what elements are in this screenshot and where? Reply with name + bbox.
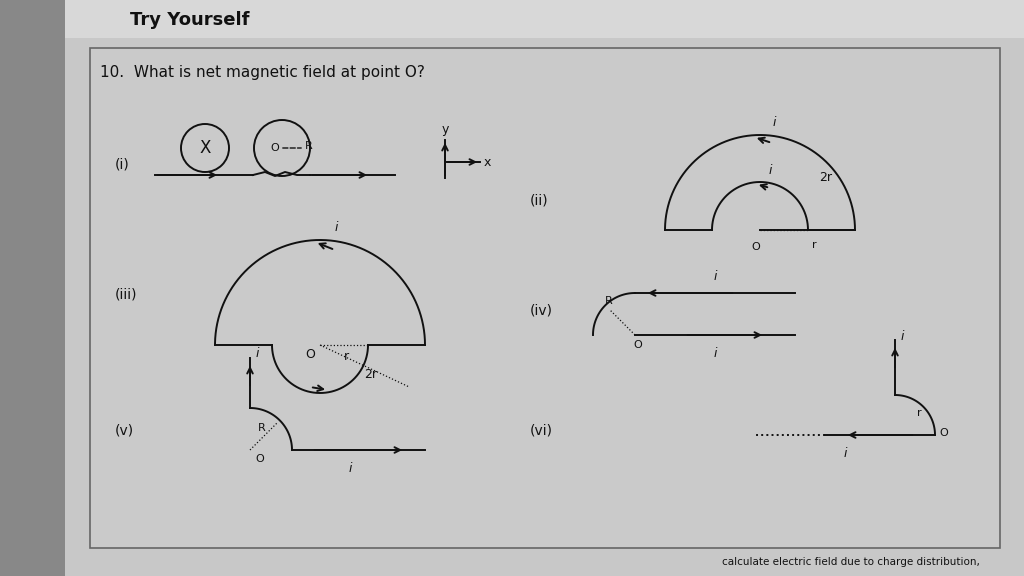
Text: y: y — [441, 123, 449, 136]
Text: O: O — [939, 428, 948, 438]
Text: Try Yourself: Try Yourself — [130, 11, 250, 29]
Text: (vi): (vi) — [530, 423, 553, 437]
Bar — [0, 0, 65, 576]
Text: i: i — [714, 270, 717, 283]
Text: i: i — [348, 462, 352, 475]
Bar — [65, 0, 1024, 38]
Text: (i): (i) — [115, 158, 130, 172]
Text: O: O — [633, 340, 642, 350]
Text: r: r — [812, 240, 816, 250]
Text: R: R — [305, 141, 312, 151]
Text: (v): (v) — [115, 423, 134, 437]
Text: 2r: 2r — [365, 368, 377, 381]
Text: r: r — [344, 350, 349, 363]
Text: R: R — [605, 296, 613, 306]
Text: (iv): (iv) — [530, 303, 553, 317]
Text: X: X — [200, 139, 211, 157]
Text: i: i — [768, 164, 772, 177]
Text: 10.  What is net magnetic field at point O?: 10. What is net magnetic field at point … — [100, 65, 425, 79]
Text: O: O — [255, 454, 264, 464]
Text: r: r — [918, 408, 922, 418]
Text: i: i — [772, 116, 776, 129]
Text: i: i — [714, 347, 717, 360]
Text: R: R — [258, 423, 266, 433]
Text: (ii): (ii) — [530, 193, 549, 207]
Text: i: i — [256, 347, 259, 360]
Text: 2r: 2r — [819, 171, 831, 184]
Text: O: O — [305, 348, 315, 361]
Bar — [90, 48, 1000, 548]
Text: (iii): (iii) — [115, 288, 137, 302]
Text: O: O — [270, 143, 280, 153]
Text: i: i — [901, 330, 904, 343]
Text: O: O — [752, 242, 761, 252]
Text: calculate electric field due to charge distribution,: calculate electric field due to charge d… — [722, 557, 980, 567]
Text: x: x — [484, 156, 492, 169]
Text: i: i — [334, 221, 338, 234]
Text: i: i — [843, 447, 847, 460]
